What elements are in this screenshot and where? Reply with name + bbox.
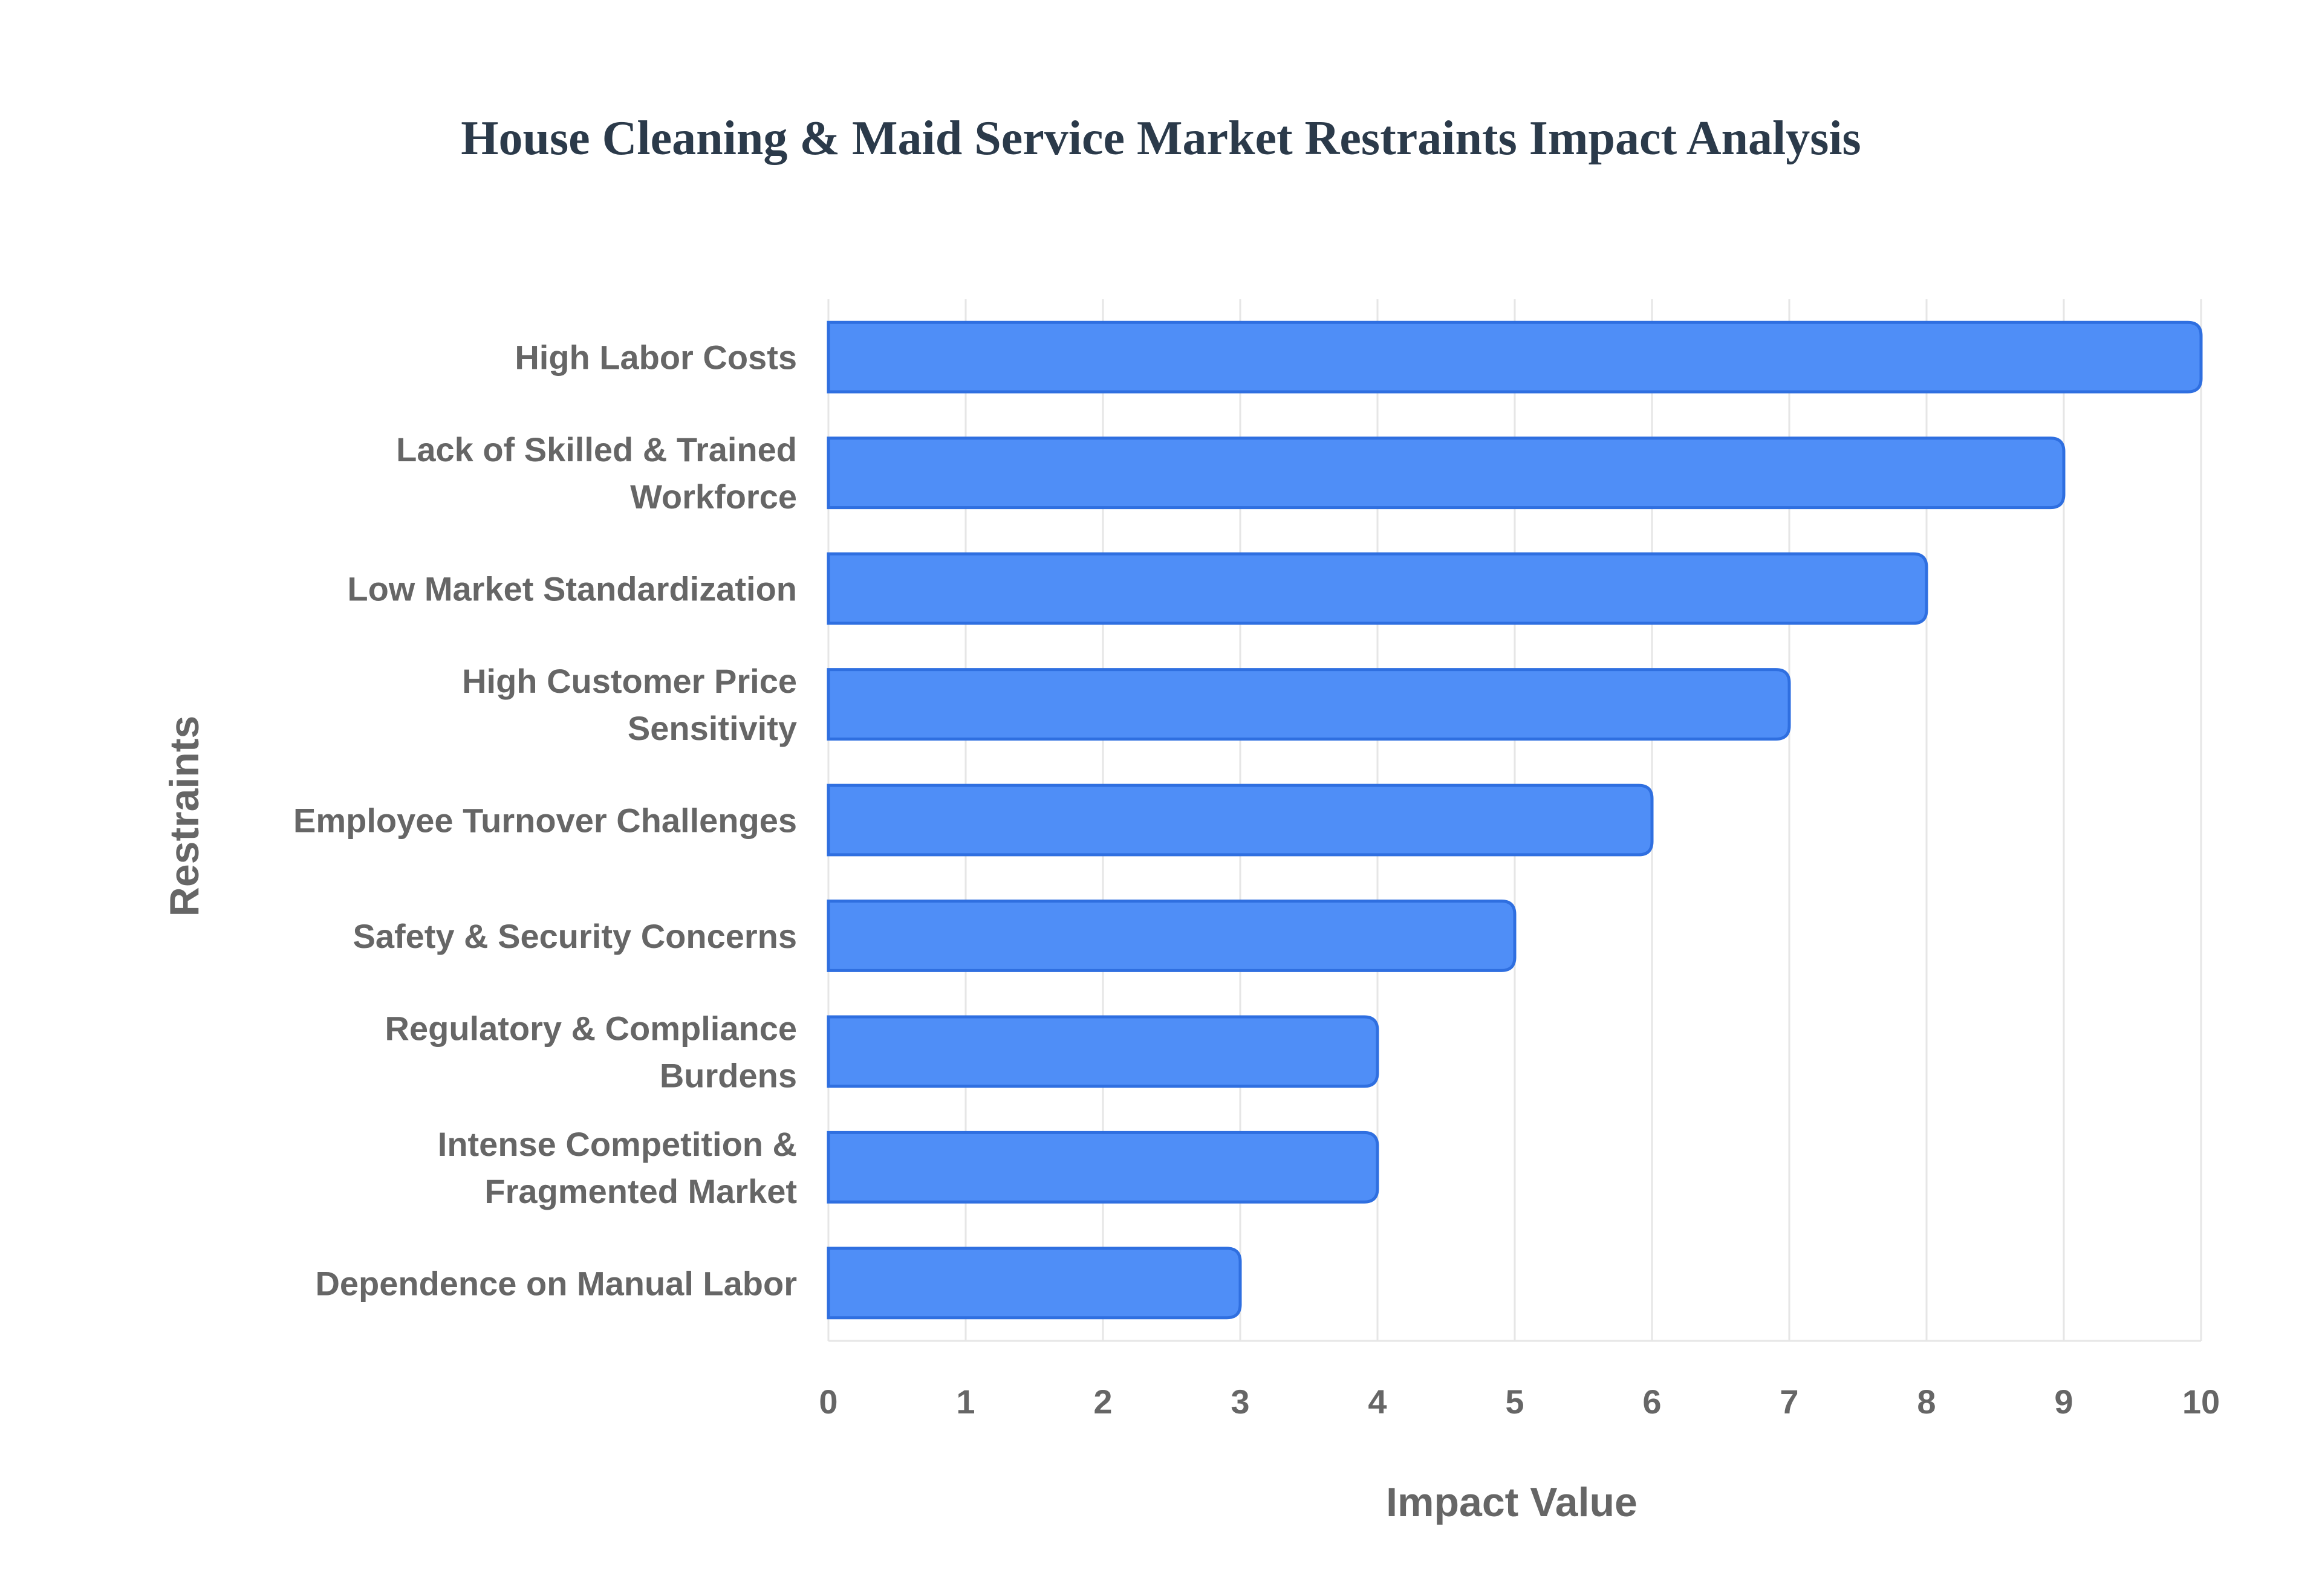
bar <box>827 320 2203 394</box>
x-tick-label: 2 <box>1093 1383 1112 1421</box>
bar <box>827 1247 1242 1320</box>
bar <box>827 436 2066 510</box>
x-tick-label: 4 <box>1368 1383 1387 1421</box>
y-category-label: Lack of Skilled & Trained Workforce <box>396 430 797 516</box>
y-axis-categories: High Labor Costs Lack of Skilled & Traine… <box>293 339 797 1303</box>
bar <box>827 900 1517 972</box>
bar <box>827 552 1928 625</box>
y-category-label: Employee Turnover Challenges <box>293 802 797 840</box>
bar <box>827 668 1791 741</box>
x-tick-label: 5 <box>1505 1383 1524 1421</box>
chart-title: House Cleaning & Maid Service Market Res… <box>461 112 1861 165</box>
x-tick-label: 3 <box>1231 1383 1249 1421</box>
bar <box>827 1015 1379 1088</box>
y-category-label: Low Market Standardization <box>347 570 797 608</box>
y-category-label: Intense Competition & Fragmented Market <box>438 1125 797 1210</box>
bar <box>827 1130 1379 1204</box>
x-tick-label: 7 <box>1780 1383 1798 1421</box>
x-tick-label: 0 <box>819 1383 837 1421</box>
y-category-label: Regulatory & Compliance Burdens <box>385 1009 797 1094</box>
x-tick-label: 6 <box>1642 1383 1661 1421</box>
y-category-label: Dependence on Manual Labor <box>315 1264 797 1302</box>
y-category-label: High Customer Price Sensitivity <box>462 662 797 747</box>
x-tick-label: 8 <box>1917 1383 1936 1421</box>
bars <box>827 320 2203 1320</box>
x-tick-label: 9 <box>2054 1383 2073 1421</box>
x-axis-ticks: 0 1 2 3 4 5 6 7 8 9 10 <box>819 1383 2220 1421</box>
y-axis-title: Restraints <box>161 716 207 917</box>
y-category-label: High Labor Costs <box>515 339 797 377</box>
y-category-label: Safety & Security Concerns <box>353 917 797 955</box>
x-axis-title: Impact Value <box>1386 1479 1637 1525</box>
x-tick-label: 1 <box>956 1383 975 1421</box>
bar <box>827 783 1654 857</box>
x-tick-label: 10 <box>2182 1383 2220 1421</box>
